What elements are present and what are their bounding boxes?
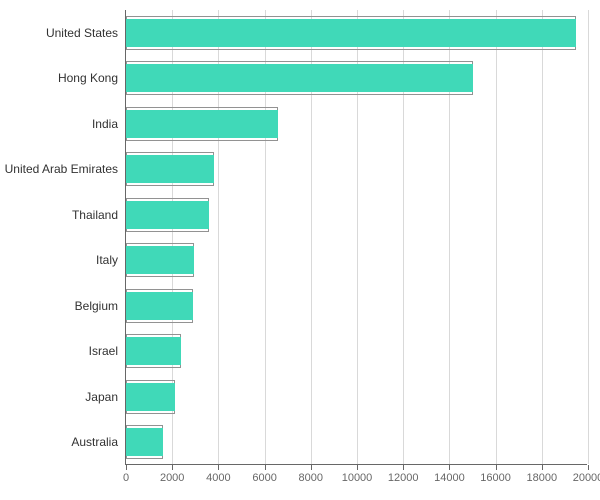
x-tick-label: 20000 xyxy=(573,472,600,484)
x-tick xyxy=(542,465,543,470)
category-label: United States xyxy=(46,26,126,40)
gridline xyxy=(588,10,589,464)
horizontal-bar-chart: 0 2000 4000 6000 8000 10000 12000 14000 16000 180… xyxy=(0,0,600,500)
x-tick-label: 12000 xyxy=(388,472,419,484)
x-tick xyxy=(588,465,589,470)
category-label: Thailand xyxy=(72,208,126,222)
x-tick-label: 10000 xyxy=(342,472,373,484)
category-label: India xyxy=(92,117,126,131)
category-label: Belgium xyxy=(75,299,126,313)
plot-area: 0200040006000800010000120001400016000180… xyxy=(125,10,587,465)
x-tick-label: 16000 xyxy=(480,472,511,484)
x-tick-label: 2000 xyxy=(160,472,184,484)
category-label: Israel xyxy=(89,344,126,358)
x-tick xyxy=(265,465,266,470)
bar xyxy=(126,110,278,138)
x-tick-label: 14000 xyxy=(434,472,465,484)
x-tick xyxy=(218,465,219,470)
bar xyxy=(126,64,473,92)
category-label: Hong Kong xyxy=(58,71,126,85)
x-tick xyxy=(496,465,497,470)
bar xyxy=(126,246,194,274)
bar xyxy=(126,428,163,456)
x-tick-label: 18000 xyxy=(527,472,558,484)
x-tick xyxy=(449,465,450,470)
bar xyxy=(126,19,576,47)
category-label: United Arab Emirates xyxy=(5,162,126,176)
bar xyxy=(126,201,209,229)
x-tick xyxy=(172,465,173,470)
x-tick xyxy=(126,465,127,470)
x-tick xyxy=(311,465,312,470)
x-tick-label: 8000 xyxy=(299,472,323,484)
gridline xyxy=(542,10,543,464)
bar xyxy=(126,155,214,183)
category-label: Japan xyxy=(85,390,126,404)
x-tick-label: 6000 xyxy=(252,472,276,484)
bar xyxy=(126,292,193,320)
bar xyxy=(126,337,181,365)
category-label: Italy xyxy=(96,253,126,267)
x-tick-label: 4000 xyxy=(206,472,230,484)
category-label: Australia xyxy=(71,435,126,449)
x-tick-label: 0 xyxy=(123,472,129,484)
gridline xyxy=(496,10,497,464)
x-tick xyxy=(357,465,358,470)
x-tick xyxy=(403,465,404,470)
bar xyxy=(126,383,175,411)
